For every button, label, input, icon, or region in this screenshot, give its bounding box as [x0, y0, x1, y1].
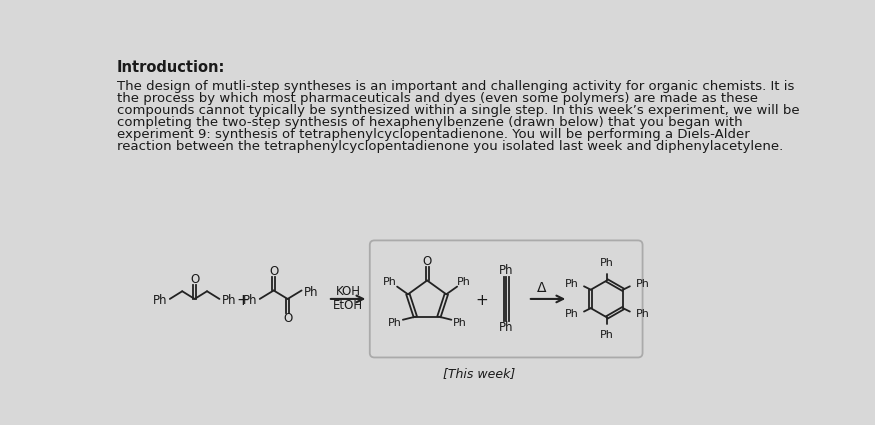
Text: Ph: Ph [635, 309, 649, 319]
Text: The design of mutli-step syntheses is an important and challenging activity for : The design of mutli-step syntheses is an… [117, 80, 794, 93]
Text: reaction between the tetraphenylcyclopentadienone you isolated last week and dip: reaction between the tetraphenylcyclopen… [117, 140, 783, 153]
Text: O: O [191, 273, 200, 286]
Text: Ph: Ph [221, 294, 236, 307]
Text: +: + [475, 293, 487, 308]
Text: Ph: Ph [383, 277, 397, 287]
Text: Ph: Ph [304, 286, 318, 298]
Text: Ph: Ph [388, 318, 402, 328]
Text: the process by which most pharmaceuticals and dyes (even some polymers) are made: the process by which most pharmaceutical… [117, 92, 758, 105]
Text: experiment 9: synthesis of tetraphenylcyclopentadienone. You will be performing : experiment 9: synthesis of tetraphenylcy… [117, 128, 750, 141]
Text: Ph: Ph [457, 277, 471, 287]
Text: Ph: Ph [564, 309, 578, 319]
Text: Ph: Ph [453, 318, 466, 328]
Text: KOH: KOH [336, 285, 360, 298]
Text: Ph: Ph [600, 258, 614, 268]
Text: O: O [423, 255, 431, 268]
Text: O: O [284, 312, 293, 325]
Text: completing the two-step synthesis of hexaphenylbenzene (drawn below) that you be: completing the two-step synthesis of hex… [117, 116, 743, 129]
Text: Ph: Ph [153, 294, 167, 307]
Text: Ph: Ph [564, 278, 578, 289]
FancyBboxPatch shape [370, 241, 642, 357]
Text: Ph: Ph [243, 294, 257, 307]
Text: Introduction:: Introduction: [117, 60, 226, 75]
Text: Ph: Ph [600, 330, 614, 340]
Text: +: + [236, 293, 249, 308]
Text: Δ: Δ [537, 281, 547, 295]
Text: compounds cannot typically be synthesized within a single step. In this week’s e: compounds cannot typically be synthesize… [117, 104, 800, 117]
Text: Ph: Ph [499, 264, 514, 277]
Text: Ph: Ph [499, 321, 514, 334]
Text: O: O [270, 265, 279, 278]
Text: Ph: Ph [635, 278, 649, 289]
Text: [This week]: [This week] [443, 367, 515, 380]
Text: EtOH: EtOH [333, 299, 363, 312]
